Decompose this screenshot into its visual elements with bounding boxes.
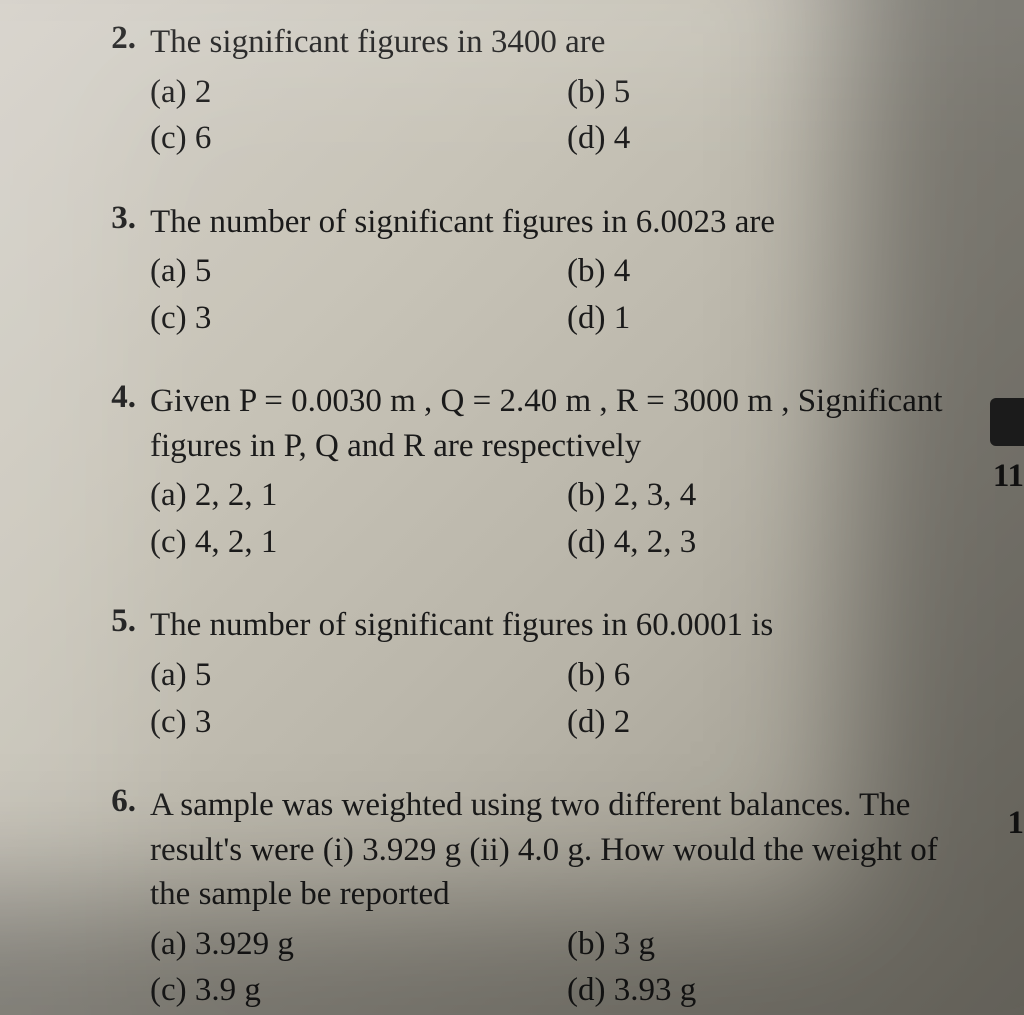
- option-a: (a) 3.929 g: [150, 921, 567, 968]
- option-c: (c) 6: [150, 115, 567, 162]
- question-number: 6.: [100, 783, 150, 820]
- question-3: 3. The number of significant figures in …: [100, 200, 984, 342]
- question-stem: A sample was weighted using two differen…: [150, 783, 984, 917]
- question-4: 4. Given P = 0.0030 m , Q = 2.40 m , R =…: [100, 379, 984, 565]
- page-edge-badge: [990, 398, 1024, 446]
- question-body: The number of significant figures in 6.0…: [150, 200, 984, 342]
- question-stem: The number of significant figures in 60.…: [150, 603, 984, 648]
- question-2: 2. The significant figures in 3400 are (…: [100, 20, 984, 162]
- question-stem: The significant figures in 3400 are: [150, 20, 984, 65]
- option-a: (a) 5: [150, 652, 567, 699]
- option-d: (d) 3.93 g: [567, 967, 984, 1014]
- question-body: A sample was weighted using two differen…: [150, 783, 984, 1014]
- option-c: (c) 4, 2, 1: [150, 519, 567, 566]
- option-b: (b) 6: [567, 652, 984, 699]
- option-b: (b) 4: [567, 248, 984, 295]
- option-c: (c) 3.9 g: [150, 967, 567, 1014]
- question-body: Given P = 0.0030 m , Q = 2.40 m , R = 30…: [150, 379, 984, 565]
- option-a: (a) 2, 2, 1: [150, 472, 567, 519]
- question-5: 5. The number of significant figures in …: [100, 603, 984, 745]
- option-d: (d) 1: [567, 295, 984, 342]
- question-stem: Given P = 0.0030 m , Q = 2.40 m , R = 30…: [150, 379, 984, 468]
- option-d: (d) 2: [567, 699, 984, 746]
- question-body: The number of significant figures in 60.…: [150, 603, 984, 745]
- option-b: (b) 3 g: [567, 921, 984, 968]
- option-d: (d) 4: [567, 115, 984, 162]
- options-grid: (a) 2 (b) 5 (c) 6 (d) 4: [150, 69, 984, 162]
- option-b: (b) 5: [567, 69, 984, 116]
- option-b: (b) 2, 3, 4: [567, 472, 984, 519]
- question-number: 2.: [100, 20, 150, 57]
- question-6: 6. A sample was weighted using two diffe…: [100, 783, 984, 1014]
- option-a: (a) 5: [150, 248, 567, 295]
- option-a: (a) 2: [150, 69, 567, 116]
- options-grid: (a) 5 (b) 4 (c) 3 (d) 1: [150, 248, 984, 341]
- option-c: (c) 3: [150, 699, 567, 746]
- worksheet-page: 2. The significant figures in 3400 are (…: [100, 20, 984, 1014]
- option-c: (c) 3: [150, 295, 567, 342]
- question-number: 5.: [100, 603, 150, 640]
- margin-number-1: 1: [1008, 805, 1024, 842]
- option-d: (d) 4, 2, 3: [567, 519, 984, 566]
- question-stem: The number of significant figures in 6.0…: [150, 200, 984, 245]
- question-number: 3.: [100, 200, 150, 237]
- margin-number-11: 11: [993, 458, 1024, 495]
- options-grid: (a) 3.929 g (b) 3 g (c) 3.9 g (d) 3.93 g: [150, 921, 984, 1014]
- question-number: 4.: [100, 379, 150, 416]
- question-body: The significant figures in 3400 are (a) …: [150, 20, 984, 162]
- options-grid: (a) 5 (b) 6 (c) 3 (d) 2: [150, 652, 984, 745]
- options-grid: (a) 2, 2, 1 (b) 2, 3, 4 (c) 4, 2, 1 (d) …: [150, 472, 984, 565]
